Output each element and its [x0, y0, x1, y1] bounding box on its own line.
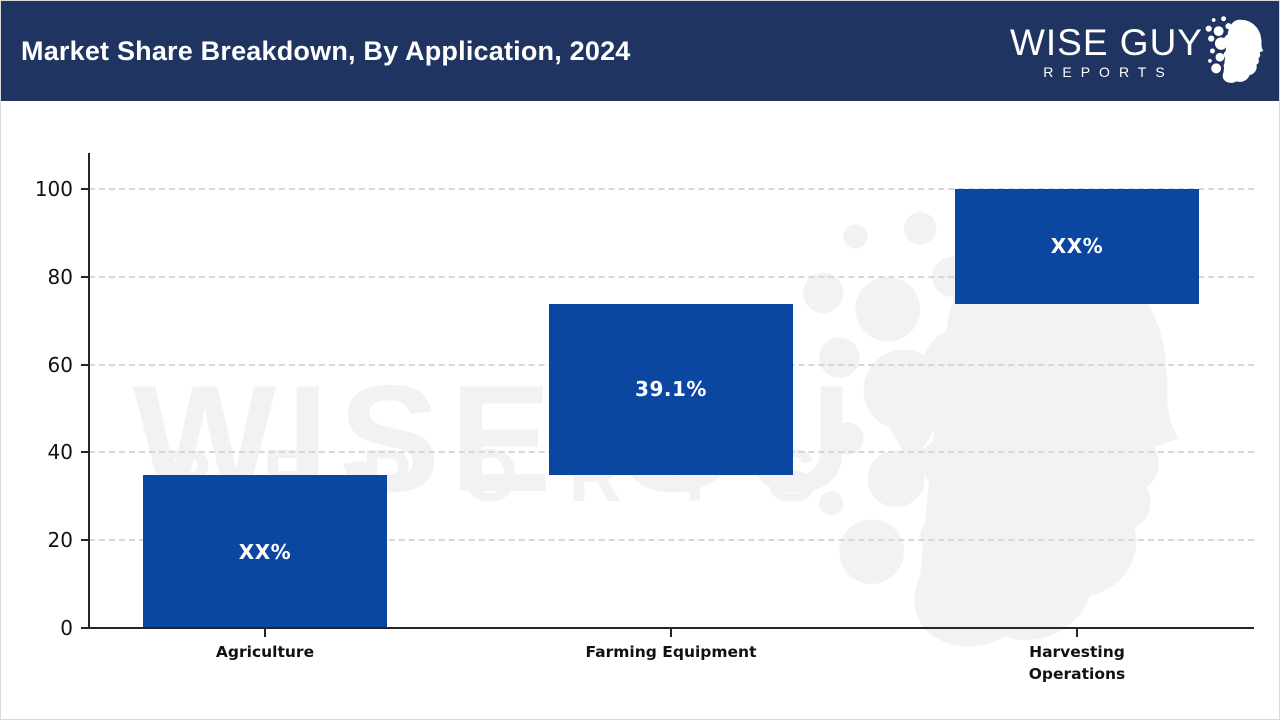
y-tick-label-60: 60 — [47, 352, 73, 377]
y-axis-tick-0 — [81, 627, 89, 629]
y-axis-tick-60 — [81, 363, 89, 366]
x-axis-tick-2 — [670, 629, 672, 637]
y-axis-tick-80 — [81, 275, 89, 278]
y-axis-tick-100 — [81, 188, 89, 190]
bar-value-label-2: 39.1% — [635, 377, 707, 402]
category-label-3: Harvesting Operations — [1028, 643, 1126, 684]
y-tick-label-0: 0 — [60, 616, 73, 640]
y-axis-tick-20 — [81, 539, 89, 542]
y-tick-label-100: 100 — [34, 177, 73, 201]
x-axis-line — [88, 627, 1254, 629]
page-title: Market Share Breakdown, By Application, … — [21, 35, 631, 66]
gridline-20 — [89, 539, 1254, 542]
header-bar: Market Share Breakdown, By Application, … — [1, 1, 1279, 101]
logo-text: WISE GUY REPORTS — [1010, 24, 1203, 79]
bar-3: XX% — [955, 189, 1199, 304]
logo-subtext: REPORTS — [1043, 63, 1174, 80]
y-axis-tick-40 — [81, 451, 89, 454]
bar-value-label-1: XX% — [238, 539, 292, 564]
bar-value-label-3: XX% — [1050, 234, 1104, 259]
x-axis-tick-1 — [264, 629, 266, 637]
category-label-1: Agriculture — [215, 643, 315, 661]
bar-1: XX% — [143, 475, 387, 628]
y-tick-label-80: 80 — [47, 264, 73, 289]
y-tick-label-40: 40 — [47, 440, 73, 465]
chart-area: WISE GUY REPORTS 0 20 40 60 80 100 XX% Agricult… — [1, 101, 1279, 719]
category-label-2: Farming Equipment — [585, 643, 757, 661]
gridline-100 — [89, 188, 1254, 190]
gridline-80 — [89, 275, 1254, 278]
logo-wordmark: WISE GUY — [1009, 21, 1203, 63]
y-axis-line — [88, 153, 90, 629]
brand-logo: WISE GUY REPORTS — [1010, 13, 1267, 89]
bar-2: 39.1% — [549, 303, 793, 476]
x-axis-tick-3 — [1076, 629, 1078, 637]
y-tick-label-20: 20 — [47, 528, 73, 553]
